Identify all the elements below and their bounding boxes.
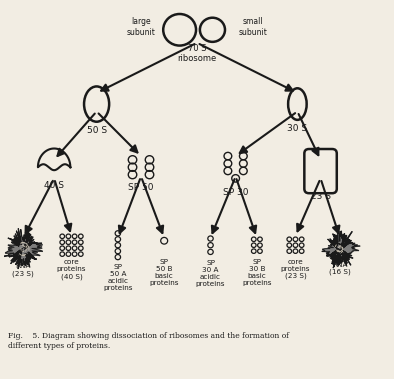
Text: SP 30: SP 30 — [223, 188, 248, 197]
Text: RNA
(23 S): RNA (23 S) — [12, 263, 34, 277]
Text: large
subunit: large subunit — [126, 17, 156, 36]
Text: RNA
(16 S): RNA (16 S) — [329, 262, 351, 275]
Text: SP
50 A
acidic
proteins: SP 50 A acidic proteins — [103, 264, 133, 291]
Text: 70 S
ribosome: 70 S ribosome — [177, 44, 217, 63]
Text: 50 S: 50 S — [87, 125, 107, 135]
Polygon shape — [322, 231, 360, 268]
Text: small
subunit: small subunit — [238, 17, 268, 36]
Text: SP
30 B
basic
proteins: SP 30 B basic proteins — [242, 259, 271, 286]
Polygon shape — [0, 229, 43, 269]
Text: 40 S: 40 S — [44, 181, 64, 190]
Text: SP
30 A
acidic
proteins: SP 30 A acidic proteins — [196, 260, 225, 287]
Text: core
proteins
(40 S): core proteins (40 S) — [57, 259, 86, 280]
Text: 23 S: 23 S — [310, 193, 331, 202]
Text: 30 S: 30 S — [287, 124, 307, 133]
Text: Fig.    5. Diagram showing dissociation of ribosomes and the formation of
differ: Fig. 5. Diagram showing dissociation of … — [8, 332, 289, 350]
Text: core
proteins
(23 S): core proteins (23 S) — [281, 258, 310, 279]
Text: SP
50 B
basic
proteins: SP 50 B basic proteins — [149, 259, 179, 286]
Text: SP 50: SP 50 — [128, 183, 154, 192]
